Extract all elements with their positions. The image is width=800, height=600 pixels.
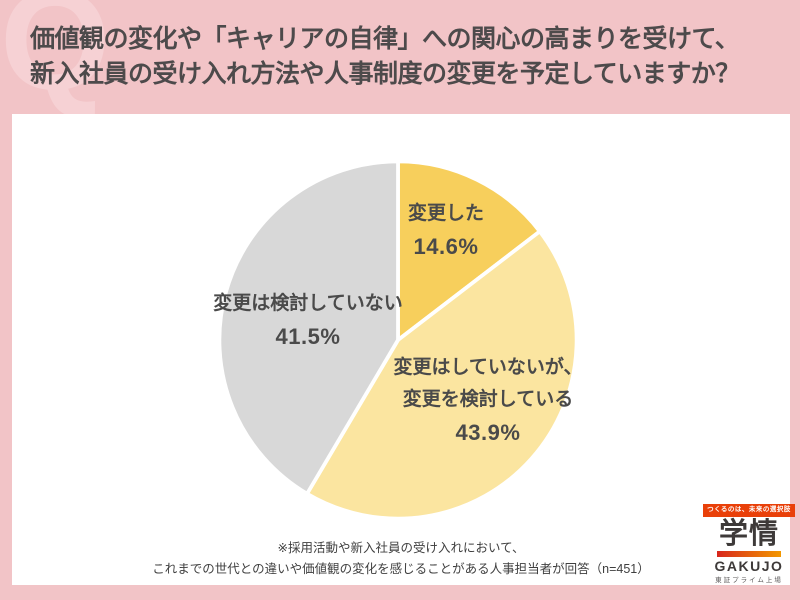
logo-gradient-bar bbox=[717, 551, 781, 558]
gakujo-logo: つくるのは、未来の選択肢 学情 GAKUJO 東証プライム上場 bbox=[703, 504, 795, 584]
chart-panel: 変更した 14.6% 変更は検討していない 41.5% 変更はしていないが、 変… bbox=[12, 114, 795, 585]
logo-listing-text: 東証プライム上場 bbox=[715, 576, 783, 584]
question-title-line2: 新入社員の受け入れ方法や人事制度の変更を予定していますか？ bbox=[30, 60, 740, 88]
pie-label-considering: 変更はしていないが、 変更を検討している 43.9% bbox=[393, 352, 582, 449]
pie-slice-0 bbox=[396, 159, 542, 342]
question-title-line1: 価値観の変化や「キャリアの自律」への関心の高まりを受けて、 bbox=[30, 25, 740, 53]
survey-footnote: ※採用活動や新入社員の受け入れにおいて、 これまでの世代との違いや価値観の変化を… bbox=[12, 538, 790, 580]
pie-slice-2 bbox=[217, 159, 400, 496]
logo-roman-wordmark: GAKUJO bbox=[714, 558, 784, 575]
pie-label-considering-value: 43.9% bbox=[455, 420, 521, 445]
pie-label-considering-text1: 変更はしていないが、 bbox=[393, 357, 583, 378]
pie-slice-1 bbox=[305, 229, 579, 521]
survey-footnote-line2: これまでの世代との違いや価値観の変化を感じることがある人事担当者が回答（n=45… bbox=[152, 562, 650, 576]
pie-label-considering-text2: 変更を検討している bbox=[402, 389, 574, 410]
pie-label-not-considering-text: 変更は検討していない bbox=[213, 293, 403, 314]
logo-kanji-wordmark: 学情 bbox=[718, 517, 779, 550]
q-watermark: Q bbox=[0, 0, 111, 120]
pie-chart-wrap bbox=[210, 152, 586, 528]
pie-label-changed-text: 変更した bbox=[407, 203, 485, 224]
question-title: 価値観の変化や「キャリアの自律」への関心の高まりを受けて、 新入社員の受け入れ方… bbox=[30, 22, 770, 92]
pie-label-not-considering: 変更は検討していない 41.5% bbox=[213, 288, 402, 353]
pie-label-not-considering-value: 41.5% bbox=[275, 324, 341, 349]
pie-label-changed-value: 14.6% bbox=[413, 234, 479, 259]
pie-chart bbox=[217, 159, 579, 521]
pie-label-changed: 変更した 14.6% bbox=[408, 198, 484, 263]
survey-footnote-line1: ※採用活動や新入社員の受け入れにおいて、 bbox=[277, 541, 525, 555]
logo-tagline: つくるのは、未来の選択肢 bbox=[703, 504, 795, 517]
